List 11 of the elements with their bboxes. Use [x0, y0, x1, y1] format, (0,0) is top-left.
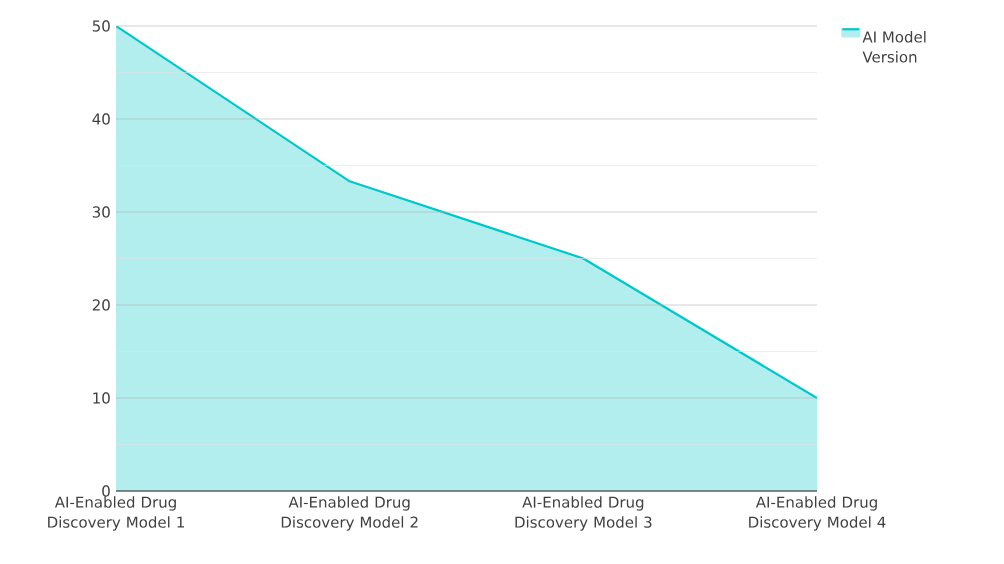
y-tick-label: 0	[102, 485, 110, 497]
y-tick-label: 30	[92, 206, 110, 218]
y-tick-label: 10	[93, 392, 110, 404]
x-tick-label: AI-Enabled Drug Discovery Model 3	[515, 496, 652, 531]
y-tick-label: 50	[92, 20, 110, 32]
y-tick-label: 20	[92, 299, 110, 311]
x-tick-label: AI-Enabled Drug Discovery Model 1	[48, 496, 184, 531]
x-tick-label: AI-Enabled Drug Discovery Model 4	[749, 496, 886, 531]
legend-label: AI Model Version	[862, 31, 926, 63]
y-tick-label: 40	[92, 113, 110, 125]
x-tick-label: AI-Enabled Drug Discovery Model 2	[281, 496, 418, 531]
